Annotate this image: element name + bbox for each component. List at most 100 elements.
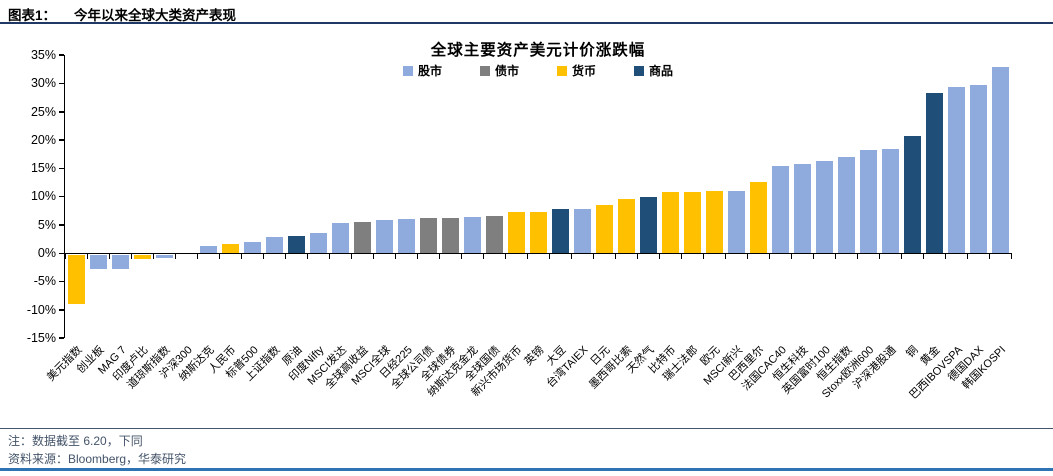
x-axis-tick [659,254,660,259]
bar [947,87,965,253]
bar [551,209,569,253]
x-axis-tick [263,254,264,259]
bar [903,136,921,253]
x-axis-line [62,252,1012,254]
x-axis-tick [285,254,286,259]
x-axis-tick [417,254,418,259]
x-axis-tick [703,254,704,259]
y-axis-tick [58,309,64,311]
bar [67,254,85,305]
legend-item-stock: 股市 [402,62,442,79]
legend-label: 商品 [649,64,674,78]
y-axis-tick [58,111,64,113]
legend-swatch-commodity [634,65,645,76]
x-axis-tick [153,254,154,259]
x-axis-tick [241,254,242,259]
legend-item-commodity: 商品 [634,62,673,79]
bar [485,216,503,253]
note-text: 注：数据截至 6.20，下同 [8,434,143,448]
bar [309,232,327,253]
figure-label: 图表1： [8,8,57,23]
x-axis-tick [373,254,374,259]
bar [595,204,613,253]
x-axis-tick [219,254,220,259]
bar [661,192,679,253]
x-axis-tick [615,254,616,259]
bar [199,246,217,253]
x-axis-tick [395,254,396,259]
x-axis-tick [483,254,484,259]
bar [507,212,525,253]
x-axis-tick [945,254,946,259]
bottom-rule [0,468,1053,471]
x-axis-tick [791,254,792,259]
x-axis-tick [967,254,968,259]
x-axis-tick [747,254,748,259]
y-tick-label: 10% [30,189,56,204]
legend-label: 债市 [494,64,519,78]
y-axis-line [63,55,65,338]
x-axis-tick [307,254,308,259]
x-tick-label: 铜 [904,344,921,361]
y-tick-label: -10% [26,302,56,317]
bar [463,216,481,253]
x-axis-tick [835,254,836,259]
x-axis-tick [857,254,858,259]
bar [221,243,239,253]
bar [705,191,723,253]
x-axis-tick [681,254,682,259]
y-axis-tick [58,167,64,170]
x-axis-tick [505,254,506,259]
y-tick-label: 20% [30,132,56,147]
bar [353,222,371,253]
x-axis-tick [351,254,352,259]
bar [375,220,393,253]
bar [397,219,415,253]
legend-swatch-bond [479,65,490,76]
y-tick-label: -15% [26,330,56,345]
bar [925,93,943,253]
bar [771,165,789,253]
x-axis-tick [813,254,814,259]
bar [815,160,833,253]
y-axis-tick [58,195,64,198]
x-axis-tick [725,254,726,259]
bar [89,254,107,270]
bar [419,217,437,253]
x-axis-tick [197,254,198,259]
x-axis-tick [175,254,176,259]
bar [683,191,701,253]
figure-title: 今年以来全球大类资产表现 [74,8,237,23]
y-tick-label: 15% [30,161,56,176]
y-axis-tick [58,280,64,283]
bar [749,182,767,253]
x-axis-tick [593,254,594,259]
y-tick-label: 30% [30,76,56,91]
bar [573,208,591,253]
x-axis-tick [1011,254,1012,259]
bar [969,85,987,253]
y-axis-tick [58,54,64,56]
x-axis-tick [989,254,990,259]
bar [287,236,305,253]
bar [639,196,657,253]
source-text: 资料来源：Bloomberg，华泰研究 [8,452,187,466]
bar [837,157,855,253]
bar [727,191,745,253]
x-axis-tick [923,254,924,259]
y-axis-tick [58,139,64,141]
chart-title: 全球主要资产美元计价涨跌幅 [430,42,646,59]
legend-swatch-currency [557,65,567,76]
bar [617,198,635,253]
figure-heading: 图表1： 今年以来全球大类资产表现 [8,4,236,24]
chart-legend: 股市 债市 货币 商品 [65,62,1011,79]
x-axis-tick [439,254,440,259]
y-tick-label: 5% [37,217,56,232]
header-rule [0,22,1053,24]
x-axis-tick [109,254,110,259]
x-axis-tick [65,254,66,259]
x-axis-tick [549,254,550,259]
x-axis-tick [527,254,528,259]
y-tick-label: -5% [33,274,56,289]
